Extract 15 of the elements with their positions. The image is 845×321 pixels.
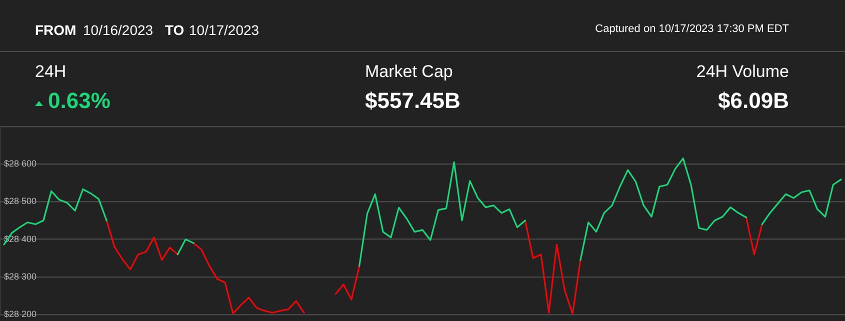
y-tick-label: $28 300 xyxy=(4,271,37,282)
text: 0.63% xyxy=(48,88,110,114)
y-tick-label: $28 200 xyxy=(4,309,37,320)
y-tick-label: $28 600 xyxy=(4,158,37,169)
text: FROM xyxy=(35,22,76,39)
text: $557.45B xyxy=(365,88,460,114)
text: 10/16/2023 xyxy=(83,22,154,39)
text: TO xyxy=(165,22,184,39)
text: Captured on 10/17/2023 17:30 PM EDT xyxy=(595,23,789,36)
text: 10/17/2023 xyxy=(189,22,260,39)
text: $6.09B xyxy=(718,88,789,114)
text: 24H xyxy=(35,62,66,82)
text: 24H Volume xyxy=(696,62,789,82)
y-tick-label: $28 500 xyxy=(4,196,37,206)
text: Market Cap xyxy=(365,62,453,82)
